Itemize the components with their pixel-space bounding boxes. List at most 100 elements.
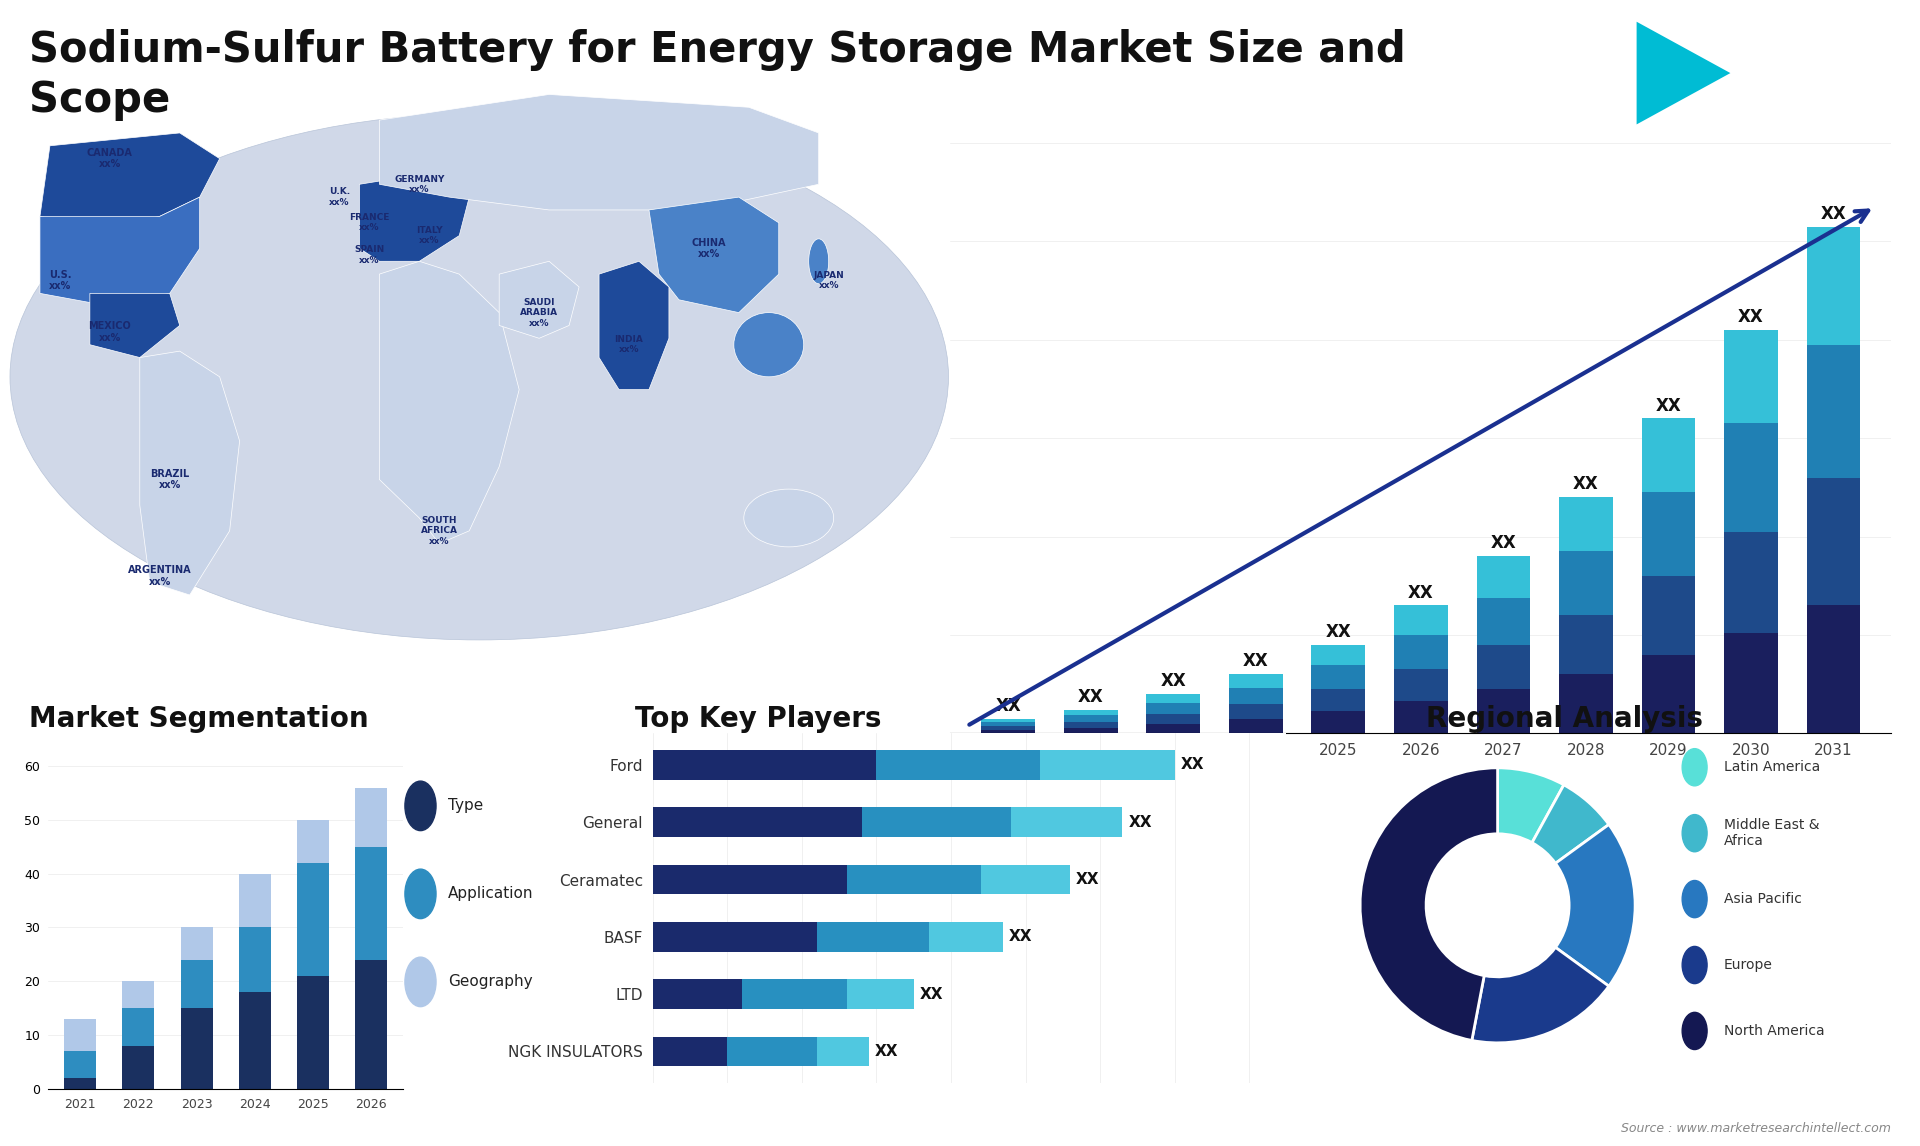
Bar bbox=[1476, 645, 1530, 689]
Text: U.K.
xx%: U.K. xx% bbox=[328, 188, 349, 206]
Circle shape bbox=[405, 869, 436, 919]
Text: Europe: Europe bbox=[1724, 958, 1772, 972]
Polygon shape bbox=[380, 261, 518, 543]
Text: XX: XX bbox=[1325, 623, 1352, 641]
Polygon shape bbox=[499, 261, 580, 338]
Text: BRAZIL
xx%: BRAZIL xx% bbox=[150, 469, 190, 490]
Text: XX: XX bbox=[1129, 815, 1152, 830]
Text: XX: XX bbox=[1490, 534, 1517, 552]
Polygon shape bbox=[140, 351, 240, 595]
Text: XX: XX bbox=[920, 987, 943, 1002]
Wedge shape bbox=[1532, 785, 1609, 863]
Text: XX: XX bbox=[1181, 758, 1204, 772]
Text: INDIA
xx%: INDIA xx% bbox=[614, 335, 643, 354]
Circle shape bbox=[405, 782, 436, 831]
Bar bbox=[876, 749, 1041, 779]
Bar bbox=[1559, 497, 1613, 551]
Bar bbox=[1229, 719, 1283, 733]
Bar bbox=[1064, 722, 1117, 728]
Bar bbox=[816, 1036, 870, 1066]
Text: XX: XX bbox=[1407, 583, 1434, 602]
Bar bbox=[981, 719, 1035, 722]
Text: XX: XX bbox=[1820, 205, 1847, 222]
Bar bbox=[1642, 493, 1695, 576]
Text: Market Segmentation: Market Segmentation bbox=[29, 705, 369, 732]
Circle shape bbox=[405, 957, 436, 1006]
Bar bbox=[847, 864, 981, 894]
Bar bbox=[1807, 227, 1860, 345]
Bar bbox=[1394, 701, 1448, 733]
Bar bbox=[929, 921, 1002, 951]
Polygon shape bbox=[90, 293, 180, 358]
Circle shape bbox=[1682, 815, 1707, 851]
Bar bbox=[653, 979, 743, 1008]
Text: XX: XX bbox=[1655, 397, 1682, 415]
Bar bbox=[1642, 576, 1695, 654]
Polygon shape bbox=[40, 133, 219, 229]
Text: GERMANY
xx%: GERMANY xx% bbox=[394, 174, 445, 194]
Bar bbox=[743, 979, 847, 1008]
Text: Regional Analysis: Regional Analysis bbox=[1427, 705, 1703, 732]
Bar bbox=[1724, 532, 1778, 633]
Text: U.S.
xx%: U.S. xx% bbox=[48, 269, 71, 291]
Bar bbox=[180, 927, 213, 959]
Bar bbox=[816, 921, 929, 951]
Bar bbox=[1724, 330, 1778, 423]
Bar bbox=[653, 921, 816, 951]
Bar bbox=[1394, 605, 1448, 635]
Bar bbox=[298, 975, 328, 1089]
Text: ARGENTINA
xx%: ARGENTINA xx% bbox=[129, 565, 192, 587]
Bar bbox=[653, 1036, 728, 1066]
Bar bbox=[355, 847, 388, 959]
Text: MEXICO
xx%: MEXICO xx% bbox=[88, 321, 131, 343]
Text: ITALY
xx%: ITALY xx% bbox=[417, 226, 444, 245]
Ellipse shape bbox=[743, 489, 833, 547]
Bar bbox=[653, 864, 847, 894]
Text: Type: Type bbox=[447, 799, 484, 814]
Text: XX: XX bbox=[1077, 872, 1100, 887]
Bar bbox=[238, 927, 271, 992]
Bar bbox=[1311, 665, 1365, 689]
Bar bbox=[1146, 723, 1200, 733]
Text: Latin America: Latin America bbox=[1724, 760, 1820, 775]
Bar bbox=[1146, 714, 1200, 723]
Bar bbox=[238, 873, 271, 927]
Wedge shape bbox=[1555, 824, 1636, 987]
Bar bbox=[1476, 689, 1530, 733]
Bar bbox=[981, 864, 1069, 894]
Circle shape bbox=[1682, 880, 1707, 918]
Ellipse shape bbox=[10, 113, 948, 639]
Text: SOUTH
AFRICA
xx%: SOUTH AFRICA xx% bbox=[420, 516, 457, 545]
Bar bbox=[123, 1045, 154, 1089]
Wedge shape bbox=[1473, 948, 1609, 1043]
Bar bbox=[1807, 478, 1860, 605]
Bar bbox=[63, 1051, 96, 1078]
Bar bbox=[63, 1078, 96, 1089]
Bar bbox=[1394, 635, 1448, 669]
Text: Asia Pacific: Asia Pacific bbox=[1724, 892, 1803, 906]
Text: Geography: Geography bbox=[447, 974, 532, 989]
Wedge shape bbox=[1498, 768, 1565, 842]
Text: XX: XX bbox=[1738, 308, 1764, 325]
Text: Top Key Players: Top Key Players bbox=[636, 705, 881, 732]
Bar bbox=[298, 863, 328, 975]
Text: North America: North America bbox=[1724, 1023, 1824, 1038]
Bar bbox=[1064, 728, 1117, 733]
Text: XX: XX bbox=[1160, 673, 1187, 690]
Bar bbox=[653, 807, 862, 837]
Text: XX: XX bbox=[876, 1044, 899, 1059]
Text: XX: XX bbox=[1572, 476, 1599, 493]
Bar bbox=[355, 959, 388, 1089]
Bar bbox=[1010, 807, 1123, 837]
Text: XX: XX bbox=[1077, 689, 1104, 706]
Bar bbox=[1229, 688, 1283, 704]
Text: Sodium-Sulfur Battery for Energy Storage Market Size and
Scope: Sodium-Sulfur Battery for Energy Storage… bbox=[29, 29, 1405, 120]
Bar bbox=[1146, 702, 1200, 714]
Text: XX: XX bbox=[995, 697, 1021, 715]
Text: CHINA
xx%: CHINA xx% bbox=[691, 237, 726, 259]
Bar bbox=[1476, 556, 1530, 598]
Bar bbox=[1724, 423, 1778, 532]
Bar bbox=[355, 787, 388, 847]
Bar bbox=[1807, 605, 1860, 733]
Bar bbox=[847, 979, 914, 1008]
